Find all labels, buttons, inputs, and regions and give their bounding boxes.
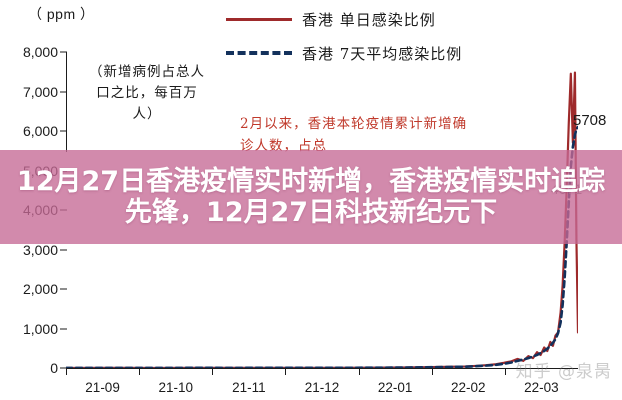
overlay-title-text: 12月27日香港疫情实时新增，香港疫情实时追踪先锋，12月27日科技新纪元下: [16, 165, 606, 228]
y-axis-tick-label: 7,000: [22, 83, 58, 100]
y-axis-tick-mark: [60, 328, 67, 329]
series-line-7day-average: [66, 125, 578, 368]
x-axis-tick-mark: [139, 368, 141, 375]
y-axis-tick-mark: [60, 367, 67, 369]
legend-swatch-dashed-line-icon: [226, 51, 292, 55]
x-axis-tick-mark: [285, 368, 287, 375]
annotation-y-axis-note: （新增病例占总人口之比，每百万人）: [89, 64, 205, 122]
data-label-peak: 5708: [573, 112, 607, 129]
x-axis-tick-mark: [431, 368, 433, 375]
x-axis-tick-label: 22-03: [524, 380, 559, 395]
y-axis-tick-label: 1,000: [22, 320, 58, 337]
y-axis-tick-mark: [60, 249, 67, 250]
x-axis-tick-label: 21-09: [85, 380, 120, 395]
legend-item-daily: 香港 单日感染比例: [226, 6, 462, 32]
y-axis-tick-mark: [60, 288, 67, 290]
y-axis-tick-label: 8,000: [22, 44, 58, 60]
annotation-red-note: 2月以来，香港本轮疫情累计新增确诊人数，占总: [240, 116, 468, 154]
x-axis-tick-label: 21-11: [232, 380, 266, 395]
x-axis-ticks: 21-09 21-10 21-11 21-12 22-01 22-02 22-03: [66, 368, 578, 400]
y-axis-unit-label: （ ppm ）: [28, 6, 95, 22]
legend-label-daily: 香港 单日感染比例: [302, 10, 436, 29]
y-axis-tick-mark: [60, 51, 67, 53]
x-axis-tick-label: 22-01: [377, 380, 413, 395]
overlay-banner: 12月27日香港疫情实时新增，香港疫情实时追踪先锋，12月27日科技新纪元下: [0, 150, 622, 244]
y-axis-tick-mark: [60, 91, 67, 92]
y-axis-tick-label: 3,000: [22, 241, 58, 258]
y-axis-bracket: [66, 52, 67, 152]
y-axis-tick-label: 6,000: [22, 123, 58, 139]
y-axis-tick-label: 0: [50, 360, 58, 376]
chart-legend: 香港 单日感染比例 香港 7天平均感染比例: [226, 6, 462, 74]
x-axis-tick-label: 21-12: [304, 380, 340, 395]
x-axis-tick-label: 21-10: [158, 380, 193, 395]
y-axis-tick-labels: 01,0002,0003,0004,0005,0006,0007,0008,00…: [0, 44, 58, 376]
x-axis-line: [66, 368, 578, 369]
x-axis-tick-mark: [504, 368, 506, 375]
x-axis-tick-mark: [66, 368, 67, 375]
x-axis-tick-mark: [358, 368, 360, 375]
legend-swatch-solid-line-icon: [226, 17, 292, 21]
watermark: 知乎 @泉昺: [515, 362, 612, 382]
legend-label-7day-average: 香港 7天平均感染比例: [302, 44, 463, 63]
y-axis-tick-label: 2,000: [22, 281, 58, 297]
y-axis-tick-mark: [60, 130, 67, 132]
legend-item-7day-average: 香港 7天平均感染比例: [226, 40, 462, 66]
x-axis-tick-mark: [212, 368, 214, 375]
x-axis-tick-label: 22-02: [451, 380, 486, 395]
